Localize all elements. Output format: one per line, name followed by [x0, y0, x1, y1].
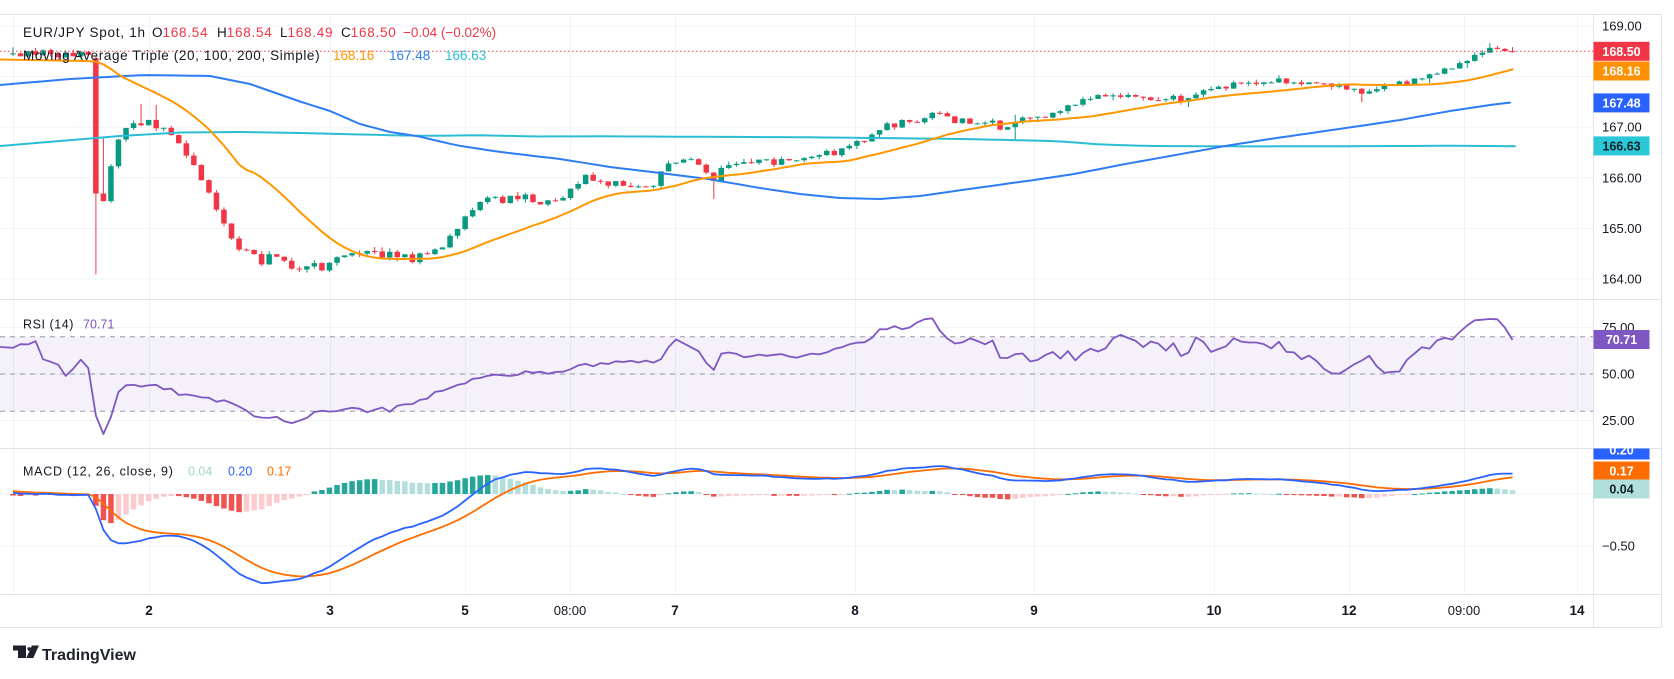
svg-text:5: 5 [461, 603, 469, 618]
svg-text:167.00: 167.00 [1602, 120, 1642, 135]
svg-text:168.50: 168.50 [1602, 45, 1640, 59]
svg-text:12: 12 [1341, 603, 1356, 618]
svg-text:70.71: 70.71 [1606, 333, 1637, 347]
svg-text:−0.50: −0.50 [1602, 539, 1635, 554]
svg-text:169.00: 169.00 [1602, 19, 1642, 34]
svg-text:RSI (14)70.71: RSI (14) 70.71 [23, 318, 114, 332]
svg-text:7: 7 [671, 603, 679, 618]
svg-text:08:00: 08:00 [554, 603, 587, 618]
svg-text:8: 8 [851, 603, 859, 618]
svg-text:168.16: 168.16 [1602, 65, 1640, 79]
svg-text:25.00: 25.00 [1602, 413, 1635, 428]
svg-text:166.00: 166.00 [1602, 170, 1642, 185]
svg-text:166.63: 166.63 [1602, 139, 1640, 153]
svg-text:10: 10 [1206, 603, 1221, 618]
svg-text:0.20: 0.20 [1609, 444, 1633, 458]
svg-text:3: 3 [326, 603, 334, 618]
svg-text:TradingView: TradingView [42, 647, 137, 664]
svg-text:167.48: 167.48 [1602, 96, 1640, 110]
svg-text:MACD (12, 26, close, 9)0.040.2: MACD (12, 26, close, 9) 0.04 0.20 0.17 [23, 465, 291, 479]
svg-text:0.17: 0.17 [1609, 465, 1633, 479]
svg-text:09:00: 09:00 [1448, 603, 1481, 618]
svg-text:164.00: 164.00 [1602, 272, 1642, 287]
svg-text:50.00: 50.00 [1602, 367, 1635, 382]
svg-text:165.00: 165.00 [1602, 221, 1642, 236]
svg-text:2: 2 [145, 603, 153, 618]
svg-text:14: 14 [1569, 603, 1585, 618]
svg-text:0.04: 0.04 [1609, 483, 1633, 497]
svg-text:Moving Average Triple (20, 100: Moving Average Triple (20, 100, 200, Sim… [23, 48, 486, 63]
svg-text:9: 9 [1030, 603, 1038, 618]
